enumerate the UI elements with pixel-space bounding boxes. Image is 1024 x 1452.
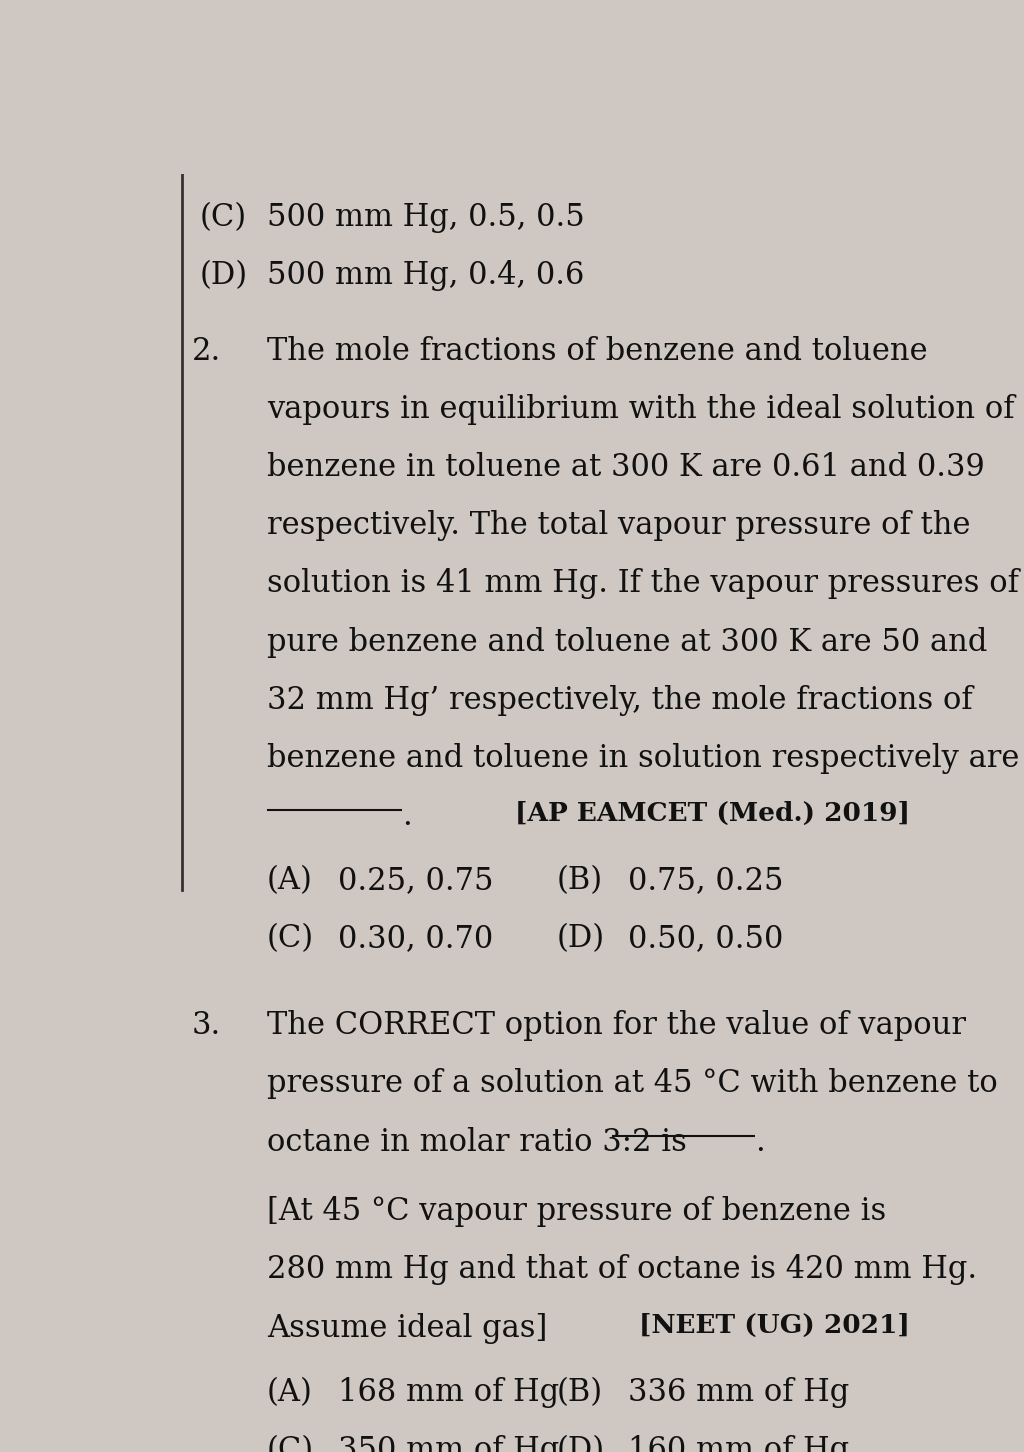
Text: [NEET (UG) 2021]: [NEET (UG) 2021]	[639, 1313, 909, 1337]
Text: pressure of a solution at 45 °C with benzene to: pressure of a solution at 45 °C with ben…	[267, 1069, 997, 1099]
Text: 3.: 3.	[191, 1011, 221, 1041]
Text: (B): (B)	[557, 865, 603, 896]
Text: benzene in toluene at 300 K are 0.61 and 0.39: benzene in toluene at 300 K are 0.61 and…	[267, 452, 985, 484]
Text: 336 mm of Hg: 336 mm of Hg	[628, 1376, 849, 1407]
Text: The mole fractions of benzene and toluene: The mole fractions of benzene and toluen…	[267, 335, 928, 367]
Text: The CORRECT option for the value of vapour: The CORRECT option for the value of vapo…	[267, 1011, 966, 1041]
Text: 0.30, 0.70: 0.30, 0.70	[338, 923, 494, 954]
Text: benzene and toluene in solution respectively are: benzene and toluene in solution respecti…	[267, 743, 1019, 774]
Text: vapours in equilibrium with the ideal solution of: vapours in equilibrium with the ideal so…	[267, 393, 1015, 425]
Text: 160 mm of Hg: 160 mm of Hg	[628, 1435, 849, 1452]
Text: 350 mm of Hg: 350 mm of Hg	[338, 1435, 559, 1452]
Text: [At 45 °C vapour pressure of benzene is: [At 45 °C vapour pressure of benzene is	[267, 1196, 886, 1227]
Text: 32 mm Hg’ respectively, the mole fractions of: 32 mm Hg’ respectively, the mole fractio…	[267, 685, 973, 716]
Text: (D): (D)	[557, 923, 604, 954]
Text: .: .	[401, 802, 412, 832]
Text: (C): (C)	[267, 923, 314, 954]
Text: 168 mm of Hg: 168 mm of Hg	[338, 1376, 559, 1407]
Text: (D): (D)	[200, 260, 248, 292]
Text: 2.: 2.	[191, 335, 221, 367]
Text: (C): (C)	[200, 202, 247, 234]
Text: solution is 41 mm Hg. If the vapour pressures of: solution is 41 mm Hg. If the vapour pres…	[267, 569, 1019, 600]
Text: 0.75, 0.25: 0.75, 0.25	[628, 865, 783, 896]
Text: (D): (D)	[557, 1435, 604, 1452]
Text: (A): (A)	[267, 865, 312, 896]
Text: octane in molar ratio 3:2 is: octane in molar ratio 3:2 is	[267, 1127, 687, 1157]
Text: 0.50, 0.50: 0.50, 0.50	[628, 923, 783, 954]
Text: 500 mm Hg, 0.4, 0.6: 500 mm Hg, 0.4, 0.6	[267, 260, 585, 292]
Text: pure benzene and toluene at 300 K are 50 and: pure benzene and toluene at 300 K are 50…	[267, 627, 987, 658]
Text: (C): (C)	[267, 1435, 314, 1452]
Text: (A): (A)	[267, 1376, 312, 1407]
Text: [AP EAMCET (Med.) 2019]: [AP EAMCET (Med.) 2019]	[515, 802, 909, 826]
Text: 0.25, 0.75: 0.25, 0.75	[338, 865, 494, 896]
Text: respectively. The total vapour pressure of the: respectively. The total vapour pressure …	[267, 510, 971, 542]
Text: 500 mm Hg, 0.5, 0.5: 500 mm Hg, 0.5, 0.5	[267, 202, 585, 234]
Text: .: .	[755, 1127, 765, 1157]
Text: 280 mm Hg and that of octane is 420 mm Hg.: 280 mm Hg and that of octane is 420 mm H…	[267, 1255, 977, 1285]
Text: Assume ideal gas]: Assume ideal gas]	[267, 1313, 547, 1343]
Text: (B): (B)	[557, 1376, 603, 1407]
